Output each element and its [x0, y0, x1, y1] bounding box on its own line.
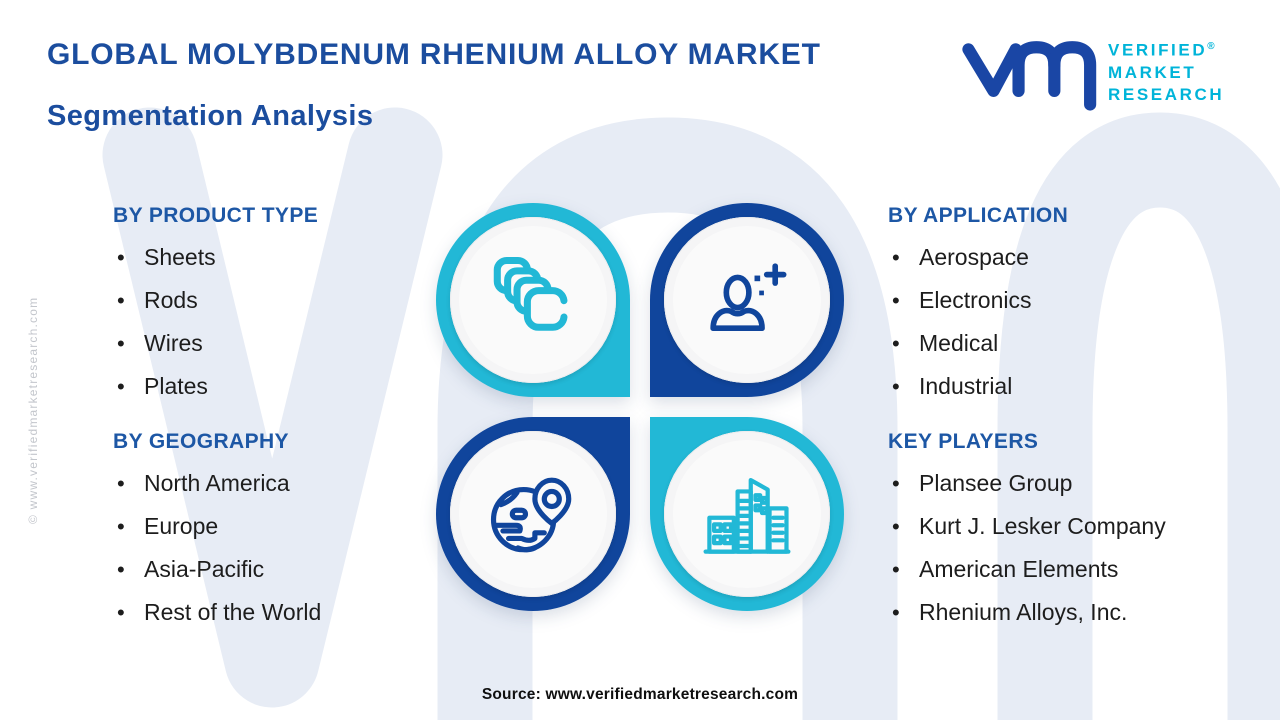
section-list: Sheets Rods Wires Plates	[113, 236, 513, 408]
section-list: Aerospace Electronics Medical Industrial	[888, 236, 1280, 408]
logo-word-market: MARKET	[1108, 62, 1197, 82]
list-item: American Elements	[888, 548, 1280, 591]
registered-mark: ®	[1207, 41, 1215, 52]
list-item: North America	[113, 462, 513, 505]
section-heading: BY APPLICATION	[888, 204, 1069, 227]
page-subtitle: Segmentation Analysis	[47, 100, 374, 132]
petal-application	[650, 203, 844, 397]
list-item: Aerospace	[888, 236, 1280, 279]
quadrant-circle-cluster	[436, 203, 844, 611]
page-title: GLOBAL MOLYBDENUM RHENIUM ALLOY MARKET	[47, 38, 821, 71]
vertical-copyright-watermark: © www.verifiedmarketresearch.com	[26, 296, 40, 524]
logo-word-research: RESEARCH	[1108, 84, 1225, 104]
vmr-logo-wordmark: VERIFIED® MARKET RESEARCH	[1108, 36, 1224, 106]
petal-inner-circle	[664, 431, 830, 597]
section-by-geography: BY GEOGRAPHY North America Europe Asia-P…	[113, 430, 513, 634]
list-item: Sheets	[113, 236, 513, 279]
person-skill-icon	[710, 263, 787, 332]
section-by-application: BY APPLICATION Aerospace Electronics Med…	[888, 204, 1280, 408]
petal-inner-circle	[664, 217, 830, 383]
list-item: Asia-Pacific	[113, 548, 513, 591]
list-item: Europe	[113, 505, 513, 548]
list-item: Electronics	[888, 279, 1280, 322]
list-item: Industrial	[888, 365, 1280, 408]
section-list: Plansee Group Kurt J. Lesker Company Ame…	[888, 462, 1280, 634]
vmr-logo: VERIFIED® MARKET RESEARCH	[962, 28, 1262, 112]
list-item: Rest of the World	[113, 591, 513, 634]
section-by-product-type: BY PRODUCT TYPE Sheets Rods Wires Plates	[113, 204, 513, 408]
vmr-logo-glyph-icon	[962, 41, 1097, 111]
section-heading: BY PRODUCT TYPE	[113, 204, 319, 227]
list-item: Rods	[113, 279, 513, 322]
city-buildings-icon	[703, 478, 791, 554]
logo-word-verified: VERIFIED®	[1108, 40, 1215, 60]
section-list: North America Europe Asia-Pacific Rest o…	[113, 462, 513, 634]
list-item: Wires	[113, 322, 513, 365]
petal-key-players	[650, 417, 844, 611]
list-item: Kurt J. Lesker Company	[888, 505, 1280, 548]
list-item: Rhenium Alloys, Inc.	[888, 591, 1280, 634]
source-attribution: Source: www.verifiedmarketresearch.com	[481, 686, 799, 703]
section-heading: BY GEOGRAPHY	[113, 430, 289, 453]
section-key-players: KEY PLAYERS Plansee Group Kurt J. Lesker…	[888, 430, 1280, 634]
list-item: Plansee Group	[888, 462, 1280, 505]
list-item: Medical	[888, 322, 1280, 365]
section-heading: KEY PLAYERS	[888, 430, 1039, 453]
list-item: Plates	[113, 365, 513, 408]
